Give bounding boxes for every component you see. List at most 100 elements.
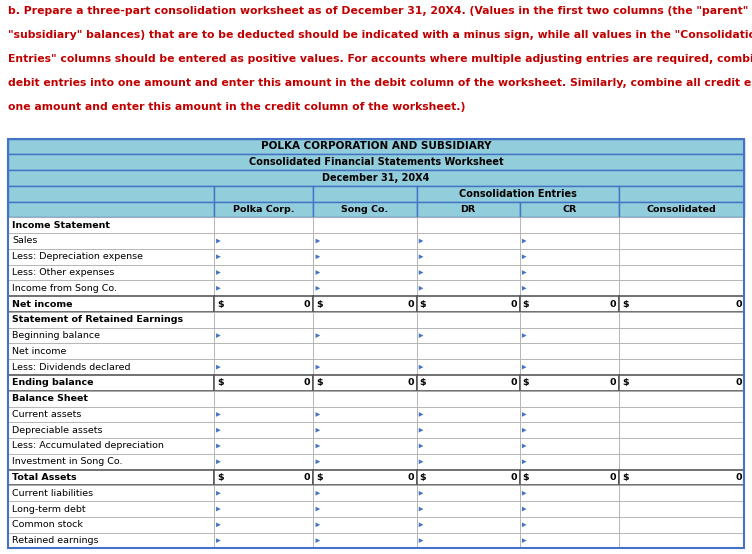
Polygon shape [419,522,423,527]
Polygon shape [316,239,320,243]
Polygon shape [419,286,423,291]
Text: "subsidiary" balances) that are to be deducted should be indicated with a minus : "subsidiary" balances) that are to be de… [8,30,752,40]
Bar [520,533,619,548]
Bar [214,391,314,407]
Bar [214,470,314,485]
Polygon shape [316,491,320,496]
Text: DR: DR [460,205,476,214]
Text: 0: 0 [304,473,311,482]
Polygon shape [419,507,423,511]
Bar [520,517,619,533]
Bar [314,454,417,470]
Bar [314,343,417,359]
Text: 0: 0 [304,300,311,309]
Polygon shape [216,538,221,543]
Bar [214,280,314,296]
Polygon shape [522,538,526,543]
Text: debit entries into one amount and enter this amount in the debit column of the w: debit entries into one amount and enter … [8,78,752,88]
Bar [520,296,619,312]
Bar [314,533,417,548]
Text: $: $ [622,300,629,309]
Bar [214,485,314,501]
Bar [314,438,417,454]
Bar [619,517,744,533]
Bar [314,359,417,375]
Bar [619,312,744,328]
Bar [619,422,744,438]
Bar [214,517,314,533]
Polygon shape [522,365,526,370]
Text: 0: 0 [610,300,616,309]
Bar [214,501,314,517]
Text: Less: Dividends declared: Less: Dividends declared [12,363,130,372]
Bar [8,375,214,391]
Bar [8,517,214,533]
Text: $: $ [523,473,529,482]
Text: $: $ [420,473,426,482]
Text: 0: 0 [511,473,517,482]
Bar [8,533,214,548]
Polygon shape [216,522,221,527]
Text: Less: Depreciation expense: Less: Depreciation expense [12,252,143,261]
Polygon shape [216,444,221,448]
Bar [314,391,417,407]
Polygon shape [419,538,423,543]
Bar [314,470,417,485]
Bar [417,217,520,233]
Bar [314,217,417,233]
Polygon shape [522,270,526,275]
Polygon shape [316,428,320,433]
Polygon shape [316,507,320,511]
Text: 0: 0 [735,378,741,387]
Polygon shape [216,365,221,370]
Bar [8,407,214,422]
Text: Income from Song Co.: Income from Song Co. [12,284,117,293]
Polygon shape [216,507,221,511]
Bar [417,375,520,391]
Bar [314,233,417,249]
Bar [8,501,214,517]
Bar [417,391,520,407]
Text: Depreciable assets: Depreciable assets [12,425,102,435]
Text: 0: 0 [610,473,616,482]
Bar [417,249,520,265]
Bar [8,265,214,280]
Bar [619,233,744,249]
Bar [214,533,314,548]
Bar [314,186,417,202]
Bar [214,343,314,359]
Polygon shape [216,254,221,259]
Bar [619,249,744,265]
Bar [619,391,744,407]
Bar [520,375,619,391]
Bar [520,470,619,485]
Polygon shape [419,491,423,496]
Polygon shape [522,459,526,464]
Polygon shape [216,428,221,433]
Text: Current assets: Current assets [12,410,81,419]
Bar [417,470,520,485]
Text: 0: 0 [511,300,517,309]
Polygon shape [316,270,320,275]
Bar [214,407,314,422]
Bar [8,391,214,407]
Polygon shape [216,491,221,496]
Bar [8,170,744,186]
Bar [417,517,520,533]
Bar [8,438,214,454]
Polygon shape [216,239,221,243]
Bar [214,422,314,438]
Polygon shape [216,286,221,291]
Polygon shape [216,459,221,464]
Bar [619,186,744,202]
Bar [8,296,214,312]
Polygon shape [522,444,526,448]
Bar [520,312,619,328]
Bar [417,343,520,359]
Polygon shape [522,286,526,291]
Text: b. Prepare a three-part consolidation worksheet as of December 31, 20X4. (Values: b. Prepare a three-part consolidation wo… [8,6,752,16]
Bar [8,454,214,470]
Bar [314,249,417,265]
Text: $: $ [317,378,323,387]
Bar [619,359,744,375]
